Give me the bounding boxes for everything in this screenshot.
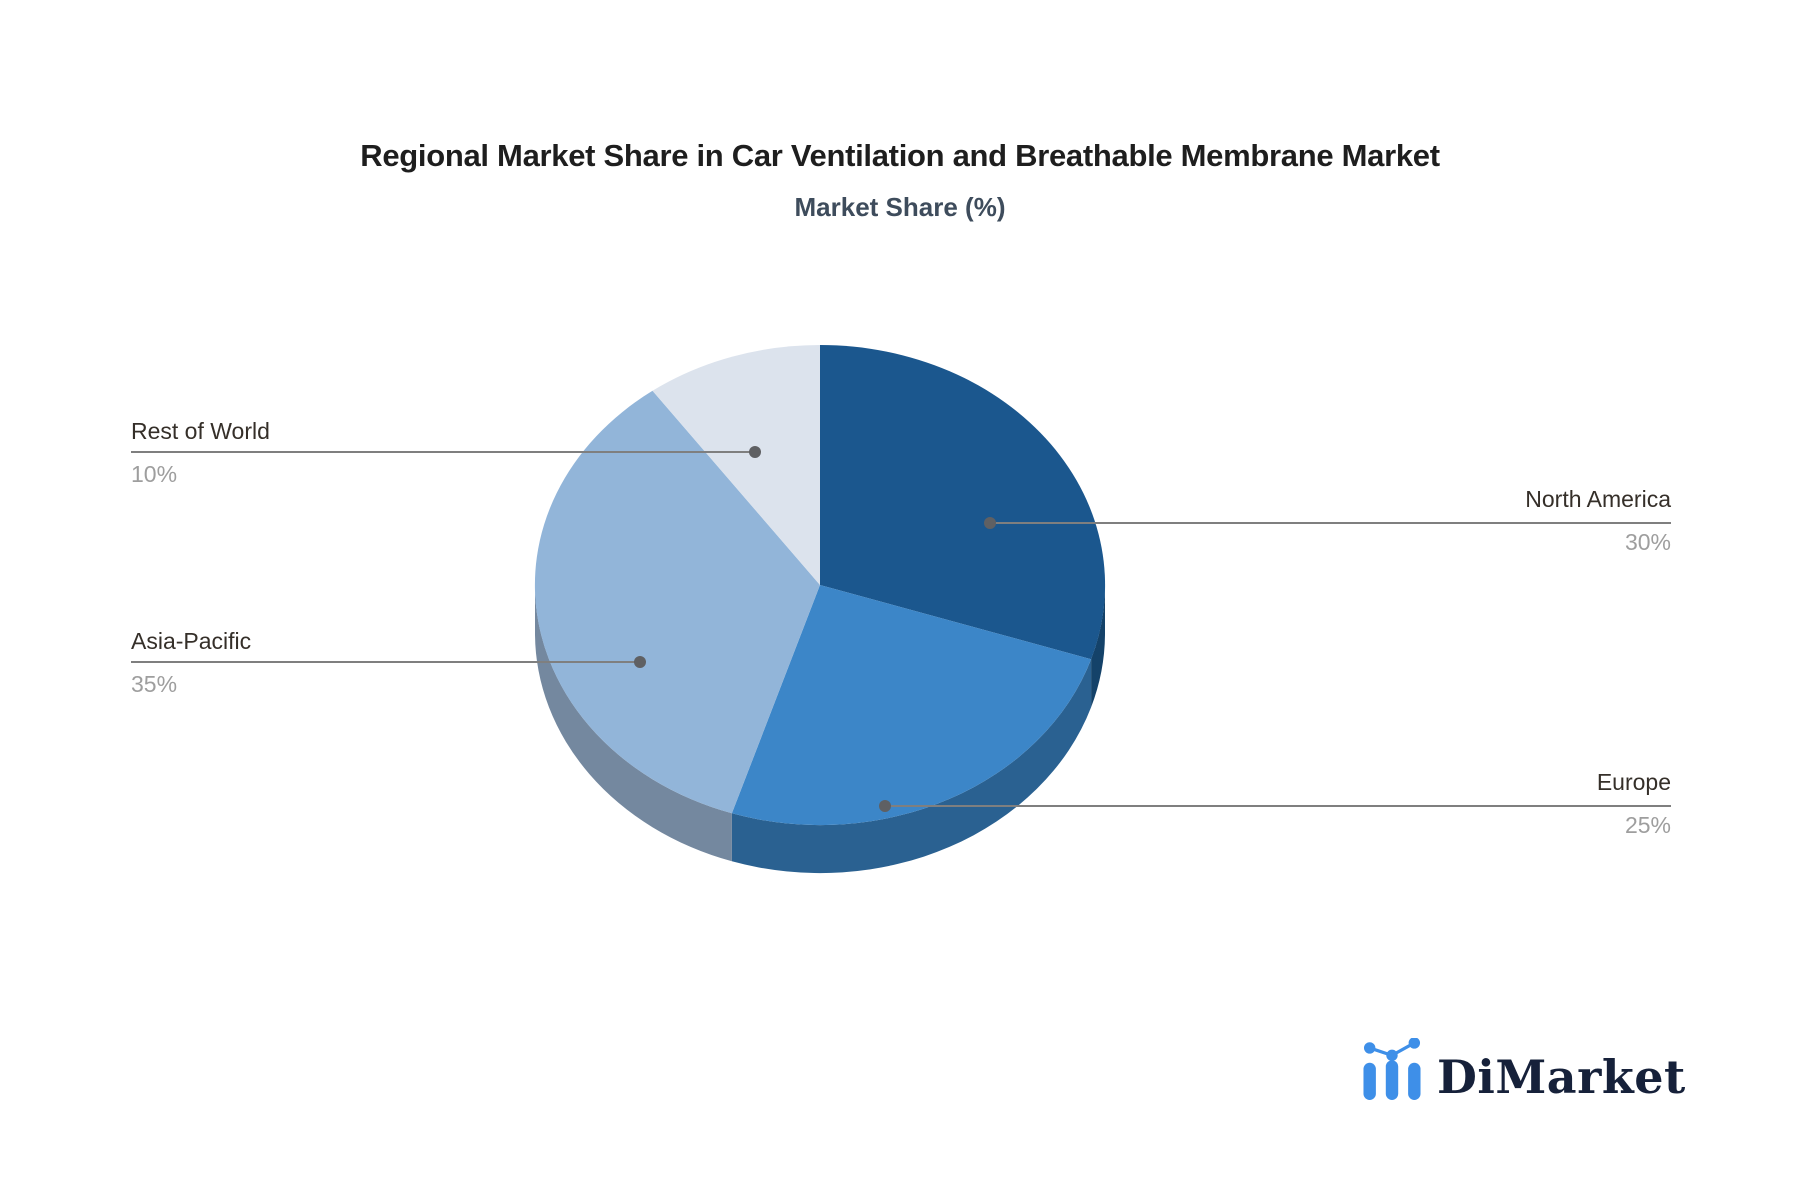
pie-slice-asia-pacific bbox=[534, 390, 820, 814]
brand-logo: DiMarket bbox=[1363, 1038, 1686, 1100]
leader-dot-north-america bbox=[984, 517, 996, 529]
slice-value: 10% bbox=[131, 461, 178, 487]
slice-label: North America bbox=[1525, 486, 1671, 512]
chart-subtitle: Market Share (%) bbox=[794, 192, 1006, 222]
callout-value-rest-of-world: 10% bbox=[131, 463, 177, 486]
pie-depth-europe bbox=[731, 659, 1092, 874]
callout-lines-layer bbox=[131, 446, 1671, 812]
pie-slice-north-america bbox=[820, 345, 1106, 660]
leader-dot-europe bbox=[879, 800, 891, 812]
bar-line-chart-icon bbox=[1363, 1038, 1421, 1100]
leader-dot-asia-pacific bbox=[634, 656, 646, 668]
callout-label-north-america: North America bbox=[1525, 488, 1671, 511]
slice-value: 30% bbox=[1624, 529, 1671, 555]
callout-label-asia-pacific: Asia-Pacific bbox=[131, 630, 251, 653]
pie-depth-asia-pacific bbox=[535, 585, 732, 862]
callout-value-north-america: 30% bbox=[1625, 531, 1671, 554]
slice-label: Rest of World bbox=[131, 418, 270, 444]
callout-value-asia-pacific: 35% bbox=[131, 673, 177, 696]
pie-slice-rest-of-world bbox=[652, 345, 820, 585]
callout-value-europe: 25% bbox=[1625, 814, 1671, 837]
slice-label: Asia-Pacific bbox=[131, 628, 252, 654]
brand-name: DiMarket bbox=[1437, 1050, 1686, 1104]
callout-label-europe: Europe bbox=[1597, 771, 1671, 794]
leader-dot-rest-of-world bbox=[749, 446, 761, 458]
page-title: Regional Market Share in Car Ventilation… bbox=[360, 138, 1440, 173]
slice-value: 25% bbox=[1624, 812, 1671, 838]
slice-label: Europe bbox=[1596, 769, 1671, 795]
callout-label-rest-of-world: Rest of World bbox=[131, 420, 270, 443]
pie-slice-europe bbox=[731, 585, 1092, 826]
pie-depth-north-america bbox=[1091, 585, 1106, 708]
slice-value: 35% bbox=[131, 671, 178, 697]
